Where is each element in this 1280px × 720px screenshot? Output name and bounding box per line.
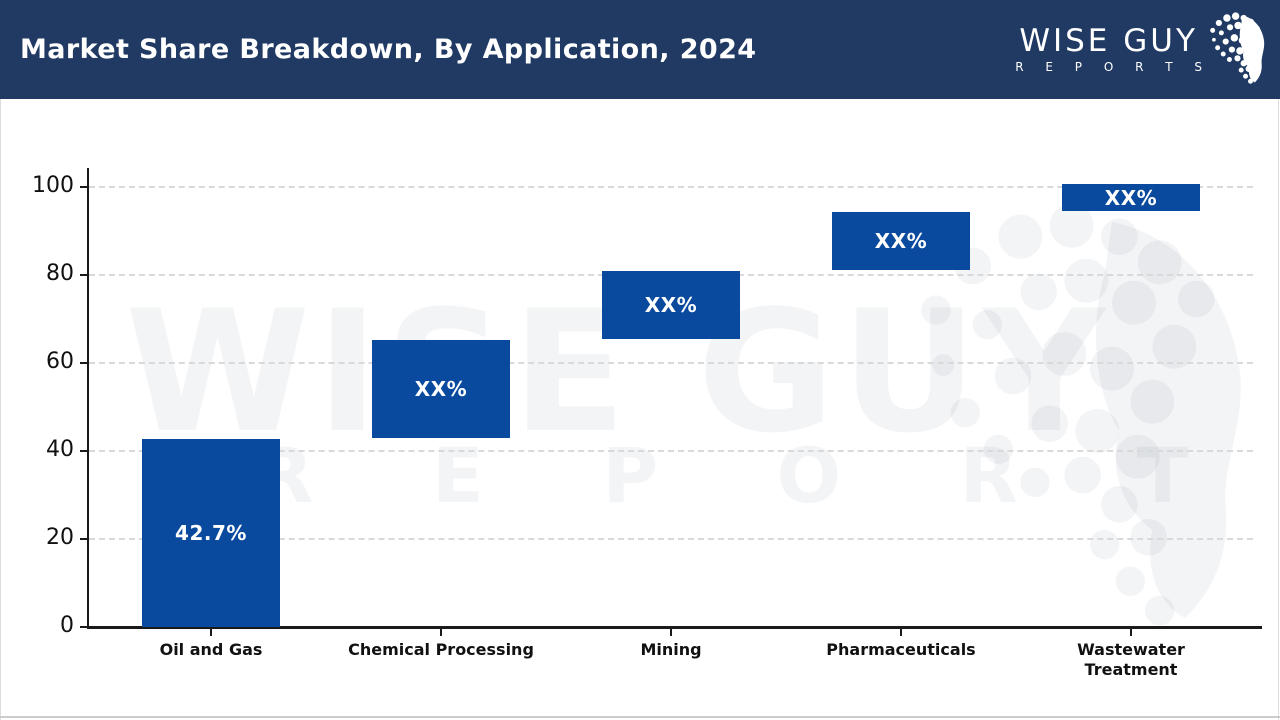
x-category-label: Oil and Gas bbox=[159, 640, 263, 659]
title-bar: Market Share Breakdown, By Application, … bbox=[0, 0, 1280, 99]
y-tick-label-60: 60 bbox=[46, 349, 74, 374]
x-tick-4 bbox=[900, 629, 902, 636]
bar-value-label: 42.7% bbox=[175, 521, 247, 546]
bar-mining: XX% bbox=[602, 271, 740, 340]
y-tick-20 bbox=[80, 538, 88, 540]
x-tick-5 bbox=[1130, 629, 1132, 636]
bottom-border-line bbox=[0, 716, 1280, 718]
logo-reports-label: R E P O R T S bbox=[1015, 59, 1211, 74]
gridline-40 bbox=[89, 450, 1253, 452]
right-border-line bbox=[1278, 99, 1279, 720]
x-tick-2 bbox=[440, 629, 442, 636]
y-tick-label-100: 100 bbox=[32, 173, 74, 198]
logo-wiseguy-label: WISE GUY bbox=[1019, 23, 1198, 60]
y-tick-label-80: 80 bbox=[46, 261, 74, 286]
y-tick-40 bbox=[80, 450, 88, 452]
gridline-20 bbox=[89, 538, 1253, 540]
y-tick-100 bbox=[80, 186, 88, 188]
bar-value-label: XX% bbox=[644, 293, 698, 318]
x-tick-1 bbox=[210, 629, 212, 636]
bar-pharmaceuticals: XX% bbox=[832, 212, 970, 271]
bar-value-label: XX% bbox=[414, 377, 468, 402]
bar-oil-and-gas: 42.7% bbox=[142, 439, 280, 627]
x-axis bbox=[87, 626, 1262, 629]
gridline-60 bbox=[89, 362, 1253, 364]
y-tick-0 bbox=[80, 626, 88, 628]
bar-wastewater-treatment: XX% bbox=[1062, 184, 1200, 212]
x-tick-3 bbox=[670, 629, 672, 636]
page-title: Market Share Breakdown, By Application, … bbox=[20, 34, 757, 65]
x-category-label: Chemical Processing bbox=[348, 640, 534, 659]
logo-text: WISE GUY R E P O R T S bbox=[1015, 24, 1202, 73]
left-border-line bbox=[0, 99, 1, 720]
x-category-label: Mining bbox=[640, 640, 702, 659]
bar-value-label: XX% bbox=[1104, 185, 1158, 210]
wise-guy-reports-logo: WISE GUY R E P O R T S bbox=[1015, 10, 1266, 88]
x-category-label: Pharmaceuticals bbox=[826, 640, 976, 659]
y-axis bbox=[87, 168, 89, 629]
bar-value-label: XX% bbox=[874, 229, 928, 254]
y-tick-label-0: 0 bbox=[60, 613, 74, 638]
bar-chemical-processing: XX% bbox=[372, 340, 510, 439]
logo-face-icon bbox=[1210, 12, 1265, 84]
gridline-100 bbox=[89, 186, 1253, 188]
y-tick-60 bbox=[80, 362, 88, 364]
y-tick-label-40: 40 bbox=[46, 437, 74, 462]
x-category-label: Wastewater Treatment bbox=[1077, 640, 1185, 679]
y-tick-label-20: 20 bbox=[46, 525, 74, 550]
y-tick-80 bbox=[80, 274, 88, 276]
